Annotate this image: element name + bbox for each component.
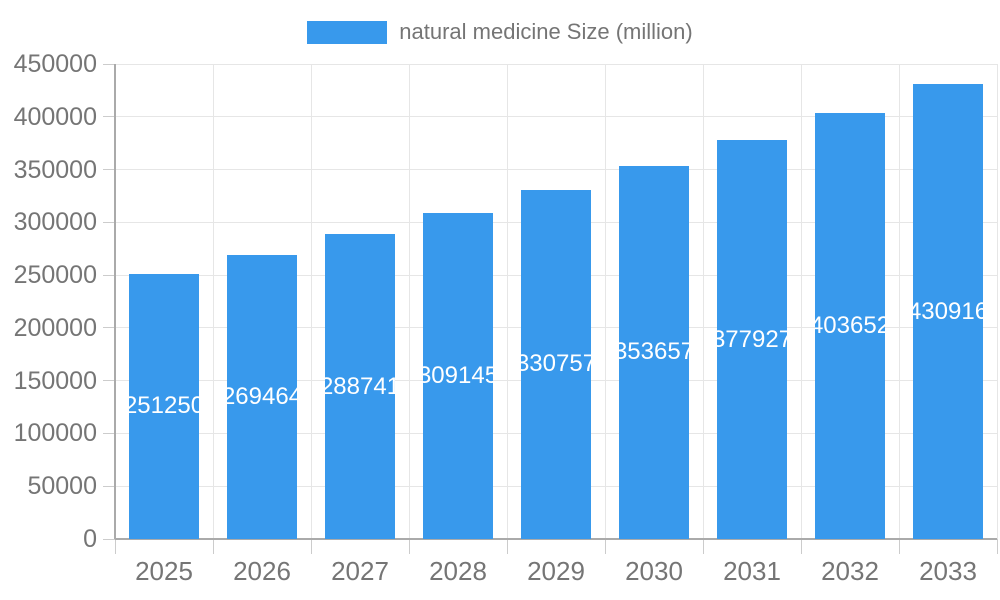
x-axis-line bbox=[115, 538, 997, 540]
y-axis-tick bbox=[103, 485, 115, 487]
bar-2027[interactable]: 288741 bbox=[325, 234, 395, 539]
y-axis-label: 100000 bbox=[13, 419, 97, 448]
x-axis-tick bbox=[800, 539, 802, 554]
y-axis-tick bbox=[103, 169, 115, 171]
x-axis-tick bbox=[702, 539, 704, 554]
y-axis-label: 300000 bbox=[13, 208, 97, 237]
x-axis-label: 2032 bbox=[821, 556, 879, 586]
x-axis-tick bbox=[408, 539, 410, 554]
y-axis-label: 450000 bbox=[13, 50, 97, 78]
bar-2032[interactable]: 403652 bbox=[815, 112, 885, 539]
bar-2033[interactable]: 430916 bbox=[913, 84, 983, 539]
bar-value-label: 377927 bbox=[717, 325, 787, 353]
y-axis-tick bbox=[103, 380, 115, 382]
bar-value-label: 269464 bbox=[227, 382, 297, 410]
y-axis-tick bbox=[103, 116, 115, 118]
x-axis-label: 2029 bbox=[527, 556, 585, 586]
x-axis-tick bbox=[604, 539, 606, 554]
v-gridline bbox=[604, 64, 606, 539]
bar-value-label: 353657 bbox=[619, 338, 689, 366]
bar-value-label: 309145 bbox=[423, 361, 493, 389]
y-axis-tick bbox=[103, 327, 115, 329]
x-axis-tick bbox=[310, 539, 312, 554]
y-axis-tick bbox=[103, 221, 115, 223]
x-axis-label: 2025 bbox=[135, 556, 193, 586]
bar-2029[interactable]: 330757 bbox=[521, 189, 591, 539]
y-axis-tick bbox=[103, 538, 115, 540]
legend-label: natural medicine Size (million) bbox=[399, 19, 693, 44]
x-axis-label: 2027 bbox=[331, 556, 389, 586]
y-axis-label: 250000 bbox=[13, 261, 97, 290]
bar-2026[interactable]: 269464 bbox=[227, 254, 297, 539]
y-axis-tick bbox=[103, 432, 115, 434]
x-axis-tick bbox=[996, 539, 998, 554]
x-axis-tick bbox=[212, 539, 214, 554]
bar-value-label: 251250 bbox=[129, 392, 199, 420]
x-axis-label: 2026 bbox=[233, 556, 291, 586]
x-axis-tick bbox=[506, 539, 508, 554]
v-gridline bbox=[898, 64, 900, 539]
v-gridline bbox=[996, 64, 998, 539]
legend-swatch bbox=[307, 20, 388, 44]
bar-2031[interactable]: 377927 bbox=[717, 140, 787, 539]
y-axis-tick bbox=[103, 63, 115, 65]
x-axis-tick bbox=[898, 539, 900, 554]
bar-2025[interactable]: 251250 bbox=[129, 273, 199, 539]
bar-value-label: 430916 bbox=[913, 297, 983, 325]
bar-value-label: 403652 bbox=[815, 311, 885, 339]
y-axis-label: 400000 bbox=[13, 102, 97, 131]
v-gridline bbox=[310, 64, 312, 539]
legend-item[interactable]: natural medicine Size (million) bbox=[0, 18, 1000, 46]
h-gridline bbox=[115, 63, 997, 65]
bar-value-label: 330757 bbox=[521, 350, 591, 378]
bar-2030[interactable]: 353657 bbox=[619, 165, 689, 539]
y-axis-label: 150000 bbox=[13, 366, 97, 395]
v-gridline bbox=[506, 64, 508, 539]
h-gridline bbox=[115, 116, 997, 118]
v-gridline bbox=[702, 64, 704, 539]
y-axis-line bbox=[114, 64, 116, 539]
y-axis-label: 0 bbox=[83, 525, 97, 553]
x-axis-label: 2030 bbox=[625, 556, 683, 586]
x-axis-label: 2033 bbox=[919, 556, 977, 586]
y-axis-label: 350000 bbox=[13, 155, 97, 184]
x-axis-tick bbox=[114, 539, 116, 554]
y-axis-label: 200000 bbox=[13, 313, 97, 342]
x-axis-label: 2031 bbox=[723, 556, 781, 586]
x-axis-label: 2028 bbox=[429, 556, 487, 586]
y-axis-label: 50000 bbox=[27, 472, 97, 501]
y-axis-tick bbox=[103, 274, 115, 276]
v-gridline bbox=[408, 64, 410, 539]
h-gridline bbox=[115, 169, 997, 171]
bar-2028[interactable]: 309145 bbox=[423, 212, 493, 539]
v-gridline bbox=[800, 64, 802, 539]
bar-value-label: 288741 bbox=[325, 372, 395, 400]
v-gridline bbox=[212, 64, 214, 539]
